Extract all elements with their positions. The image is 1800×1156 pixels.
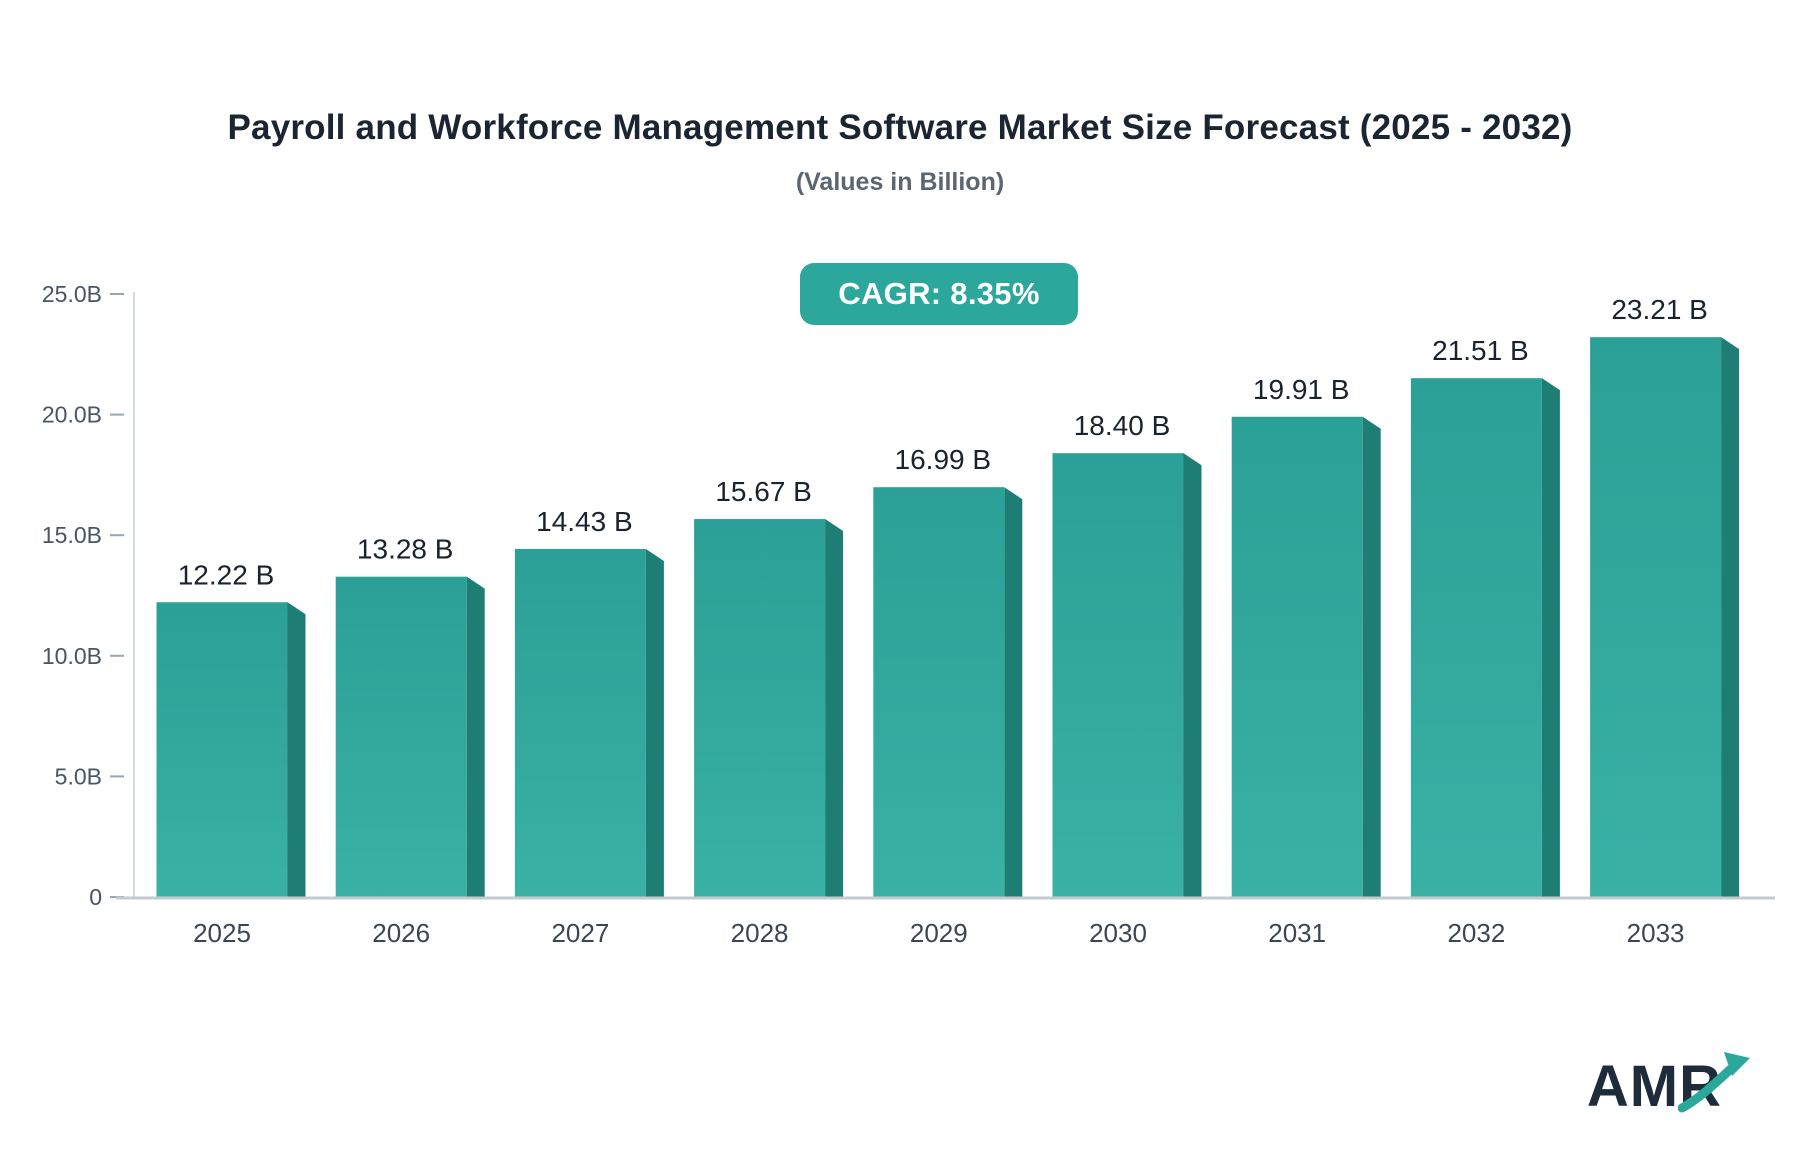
- svg-text:2030: 2030: [1089, 918, 1147, 948]
- svg-text:2029: 2029: [910, 918, 968, 948]
- svg-text:16.99 B: 16.99 B: [895, 444, 992, 475]
- logo-arrow-icon: [1678, 1052, 1750, 1113]
- svg-text:23.21 B: 23.21 B: [1611, 294, 1708, 325]
- svg-text:2028: 2028: [731, 918, 789, 948]
- svg-text:2031: 2031: [1268, 918, 1326, 948]
- cagr-badge: CAGR: 8.35%: [800, 263, 1078, 325]
- amr-logo: AMR: [1587, 1052, 1750, 1116]
- svg-text:18.40 B: 18.40 B: [1074, 410, 1171, 441]
- svg-text:25.0B: 25.0B: [42, 281, 102, 307]
- svg-text:5.0B: 5.0B: [55, 763, 102, 789]
- svg-text:0: 0: [89, 884, 102, 910]
- svg-text:13.28 B: 13.28 B: [357, 534, 454, 565]
- svg-text:2033: 2033: [1627, 918, 1685, 948]
- svg-text:12.22 B: 12.22 B: [178, 559, 275, 590]
- svg-text:2026: 2026: [372, 918, 430, 948]
- svg-text:2032: 2032: [1447, 918, 1505, 948]
- svg-text:10.0B: 10.0B: [42, 643, 102, 669]
- svg-text:2025: 2025: [193, 918, 251, 948]
- svg-text:20.0B: 20.0B: [42, 402, 102, 428]
- amr-logo-text: AMR: [1586, 1054, 1722, 1119]
- svg-text:15.67 B: 15.67 B: [715, 476, 812, 507]
- chart-subtitle: (Values in Billion): [795, 168, 1005, 196]
- svg-text:2027: 2027: [551, 918, 609, 948]
- svg-text:14.43 B: 14.43 B: [536, 506, 633, 537]
- chart-title: Payroll and Workforce Management Softwar…: [227, 108, 1573, 147]
- svg-text:19.91 B: 19.91 B: [1253, 374, 1350, 405]
- svg-text:21.51 B: 21.51 B: [1432, 335, 1529, 366]
- cagr-badge-label: CAGR: 8.35%: [838, 276, 1040, 311]
- svg-text:15.0B: 15.0B: [42, 522, 102, 548]
